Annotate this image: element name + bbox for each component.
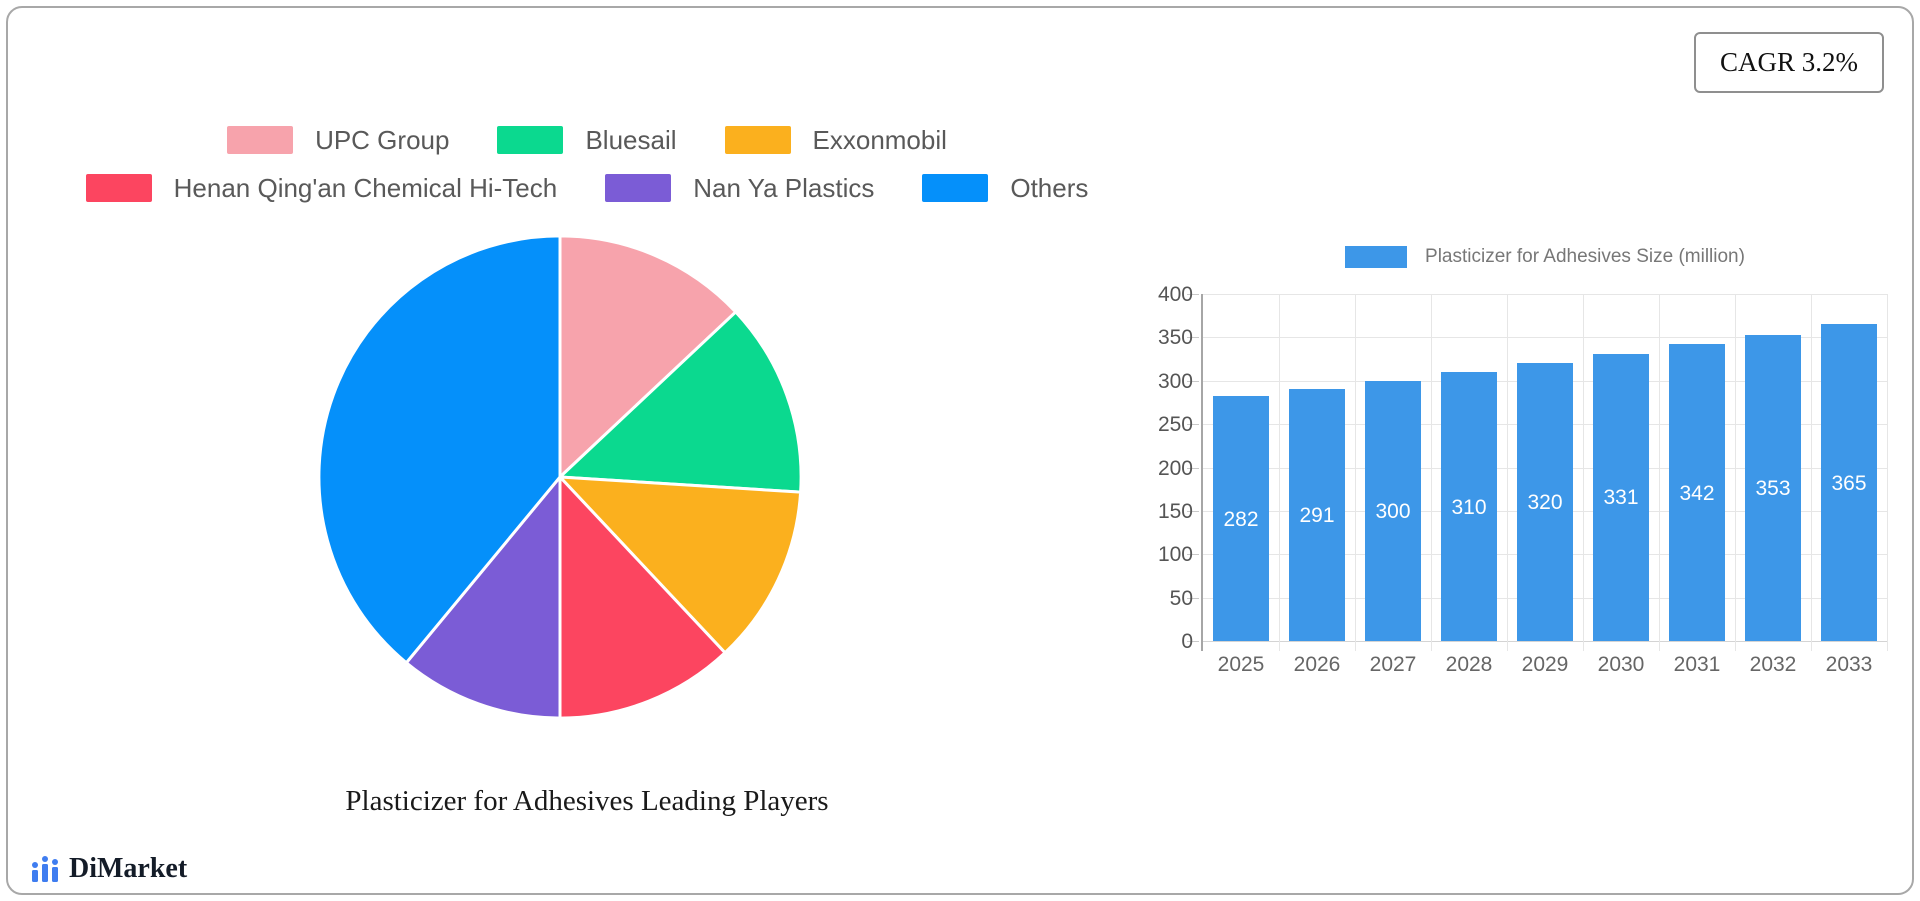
y-axis-tick [1187,510,1199,512]
x-axis-label: 2033 [1825,653,1873,676]
pie-slice[interactable] [317,234,562,665]
legend-label: Nan Ya Plastics [693,172,875,203]
bar-value-label: 353 [1755,476,1791,500]
bar-2030[interactable]: 331 [1593,353,1649,641]
pie-slice[interactable] [558,475,803,655]
bar-value-label: 282 [1223,507,1259,531]
y-axis-line [1201,294,1203,651]
pie-legend-item[interactable]: Henan Qing'an Chemical Hi-Tech [85,172,558,204]
bar-value-label: 365 [1831,471,1867,495]
bar-2033[interactable]: 365 [1821,324,1877,641]
legend-label: Exxonmobil [812,124,947,155]
brand-logo: DiMarket [30,854,187,884]
bar-2029[interactable]: 320 [1517,363,1573,641]
legend-label: Others [1010,172,1089,203]
bar-2032[interactable]: 353 [1745,334,1801,641]
bar-legend-label: Plasticizer for Adhesives Size (million) [1425,246,1745,267]
pie-legend-item[interactable]: Nan Ya Plastics [605,173,874,204]
bar-chart-logo-icon [32,856,58,882]
pie-slice[interactable] [558,475,727,720]
y-axis-tick [1187,641,1199,642]
pie-legend-row-2: Henan Qing'an Chemical Hi-Tech Nan Ya Pla… [0,168,1174,208]
bar-2027[interactable]: 300 [1365,380,1421,641]
y-axis-tick [1187,337,1199,339]
gridline [1278,294,1280,651]
y-axis-label: 0 [1181,630,1193,653]
gridline [1810,294,1812,651]
bar-2031[interactable]: 342 [1669,344,1725,641]
cagr-badge: CAGR 3.2% [1693,32,1884,93]
gridline [1430,294,1432,651]
y-axis-label: 200 [1157,456,1193,480]
y-axis-tick [1187,380,1199,382]
y-axis-label: 100 [1157,543,1193,567]
gridline [1203,337,1887,339]
x-axis-label: 2026 [1293,653,1341,676]
y-axis-tick [1187,554,1199,556]
legend-swatch [605,174,672,202]
bar-chart: 0 50 100 150 200 250 300 350 400 282 2025 291 2026 30… [1158,284,1888,676]
legend-swatch [724,126,791,154]
gridline [1734,294,1736,651]
y-axis-tick [1187,294,1199,295]
pie-slice[interactable] [558,234,738,479]
y-axis-label: 300 [1157,369,1193,393]
x-axis-label: 2031 [1673,653,1721,676]
bar-legend-swatch [1345,246,1408,268]
gridline [1203,294,1887,295]
bar-value-label: 310 [1451,495,1487,519]
x-axis-label: 2028 [1445,653,1493,676]
gridline [1203,641,1887,642]
y-axis-label: 250 [1157,413,1193,437]
legend-swatch [922,174,989,202]
legend-label: Henan Qing'an Chemical Hi-Tech [173,172,558,203]
bar-2025[interactable]: 282 [1213,396,1269,641]
pie-legend-item[interactable]: UPC Group [227,125,449,156]
legend-label: Bluesail [585,124,677,155]
pie-legend-row-1: UPC Group Bluesail Exxonmobil [0,120,1174,160]
bar-2028[interactable]: 310 [1441,372,1497,641]
legend-swatch [227,126,294,154]
bar-2026[interactable]: 291 [1289,388,1345,641]
pie-legend-item[interactable]: Exxonmobil [724,124,947,156]
x-axis-label: 2025 [1217,653,1265,676]
pie-legend-item[interactable]: Others [922,173,1088,204]
x-axis-label: 2030 [1597,653,1645,676]
pie-chart [317,234,803,720]
bar-legend-item[interactable]: Plasticizer for Adhesives Size (million) [1203,244,1887,270]
pie-chart-title: Plasticizer for Adhesives Leading Player… [345,785,829,817]
gridline [1354,294,1356,651]
pie-legend: UPC Group Bluesail Exxonmobil Henan Qing'a… [0,120,1174,216]
x-axis-label: 2032 [1749,653,1797,676]
bar-value-label: 320 [1527,491,1563,515]
y-axis-label: 400 [1157,283,1193,306]
gridline [1886,294,1888,651]
gridline [1658,294,1660,651]
bar-value-label: 300 [1375,499,1411,523]
y-axis-tick [1187,467,1199,469]
legend-swatch [85,174,152,202]
x-axis-label: 2027 [1369,653,1417,676]
bar-value-label: 342 [1679,481,1715,505]
cagr-label: CAGR 3.2% [1719,47,1858,77]
x-axis-label: 2029 [1521,653,1569,676]
pie-legend-item[interactable]: Bluesail [497,124,677,156]
y-axis-tick [1187,424,1199,426]
legend-swatch [497,126,564,154]
pie-slice[interactable] [558,310,803,494]
y-axis-label: 150 [1157,499,1193,523]
bar-value-label: 331 [1603,486,1639,510]
gridline [1582,294,1584,651]
bar-value-label: 291 [1299,503,1335,527]
gridline [1506,294,1508,651]
pie-slice[interactable] [404,475,562,720]
brand-name: DiMarket [69,853,188,884]
y-axis-tick [1187,597,1199,599]
y-axis-label: 50 [1169,586,1193,610]
legend-label: UPC Group [315,124,450,155]
y-axis-label: 350 [1157,326,1193,350]
